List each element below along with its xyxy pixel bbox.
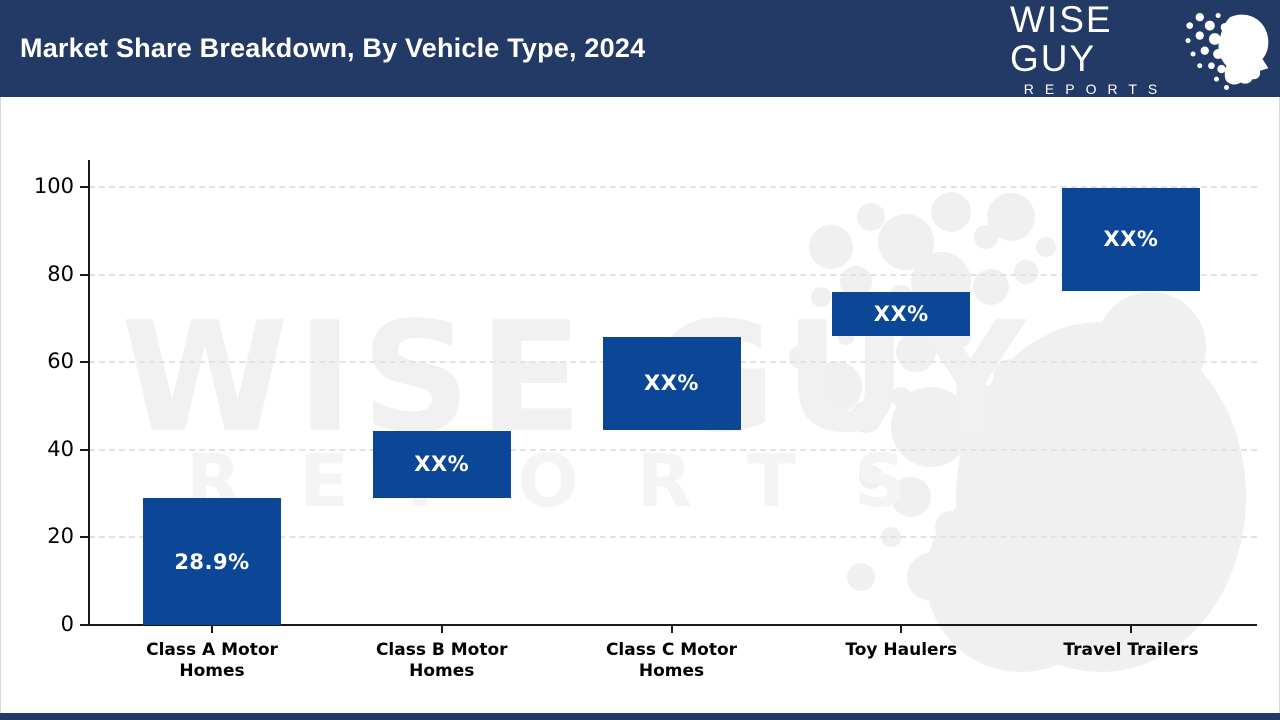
brand-logo: WISE GUY REPORTS xyxy=(1010,0,1270,97)
bar-value-label: XX% xyxy=(1103,227,1159,252)
footer-bar xyxy=(0,713,1280,720)
x-axis-line xyxy=(88,624,1257,626)
chart-body: WISE GUY REPORTS 0 20 40 60 80 100 28.9 xyxy=(0,97,1280,713)
bar: XX% xyxy=(372,430,511,499)
y-tick-mark xyxy=(80,536,88,539)
logo-subtext: REPORTS xyxy=(1023,80,1169,97)
x-tick-mark xyxy=(440,626,443,633)
watermark-head-icon xyxy=(789,192,1246,672)
x-tick-mark xyxy=(211,626,213,633)
bar-value-label: 28.9% xyxy=(174,549,250,574)
bar: XX% xyxy=(1062,187,1200,291)
x-tick-label: Toy Haulers xyxy=(845,640,958,660)
y-tick-mark xyxy=(80,273,88,276)
y-axis-line xyxy=(88,160,90,625)
page-title: Market Share Breakdown, By Vehicle Type,… xyxy=(20,33,646,63)
y-tick-mark xyxy=(80,448,88,451)
y-tick-label: 80 xyxy=(47,261,74,286)
y-tick-mark xyxy=(80,624,88,626)
bar: XX% xyxy=(832,292,971,336)
y-tick-label: 0 xyxy=(60,612,74,636)
plot-area: 0 20 40 60 80 100 28.9% Class A Motor Homes XX% C… xyxy=(1,97,1280,713)
y-tick-mark xyxy=(80,361,88,364)
header: Market Share Breakdown, By Vehicle Type,… xyxy=(0,0,1280,97)
logo-wordmark: WISE GUY xyxy=(1010,0,1113,79)
x-tick-mark xyxy=(1130,626,1132,633)
bar: 28.9% xyxy=(143,498,281,625)
y-tick-label: 60 xyxy=(47,349,74,374)
y-tick-label: 100 xyxy=(33,174,74,198)
x-tick-mark xyxy=(900,626,903,633)
x-tick-label: Class B Motor Homes xyxy=(375,640,508,682)
y-tick-label: 20 xyxy=(47,524,74,549)
bar-value-label: XX% xyxy=(414,452,470,477)
y-tick-mark xyxy=(80,186,88,188)
bar: XX% xyxy=(602,336,741,431)
bar-value-label: XX% xyxy=(644,371,699,396)
y-gridline xyxy=(89,448,1257,451)
x-tick-label: Class C Motor Homes xyxy=(605,640,738,682)
y-tick-label: 40 xyxy=(47,436,74,461)
x-tick-mark xyxy=(670,626,673,633)
x-tick-label: Class A Motor Homes xyxy=(146,640,278,682)
bar-value-label: XX% xyxy=(873,302,929,326)
y-gridline xyxy=(89,536,1257,539)
logo-head-icon xyxy=(1185,13,1269,90)
x-tick-label: Travel Trailers xyxy=(1063,640,1199,660)
brand-logo-text: WISE GUY REPORTS xyxy=(1010,0,1176,97)
y-gridline xyxy=(89,273,1257,276)
watermark-subtext: REPORTS xyxy=(186,439,964,523)
y-gridline xyxy=(89,186,1257,188)
